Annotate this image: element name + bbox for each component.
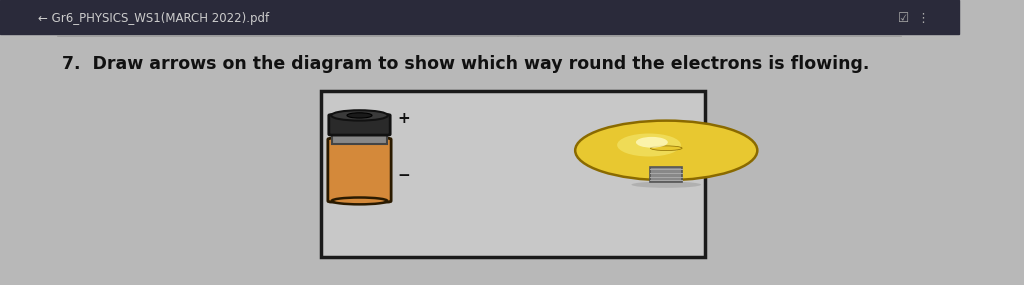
Bar bbox=[652, 148, 681, 167]
Ellipse shape bbox=[650, 146, 682, 150]
Text: −: − bbox=[398, 168, 411, 183]
Bar bbox=[0, 0, 958, 34]
Bar bbox=[650, 167, 682, 182]
Bar bbox=[332, 134, 387, 144]
Ellipse shape bbox=[331, 110, 388, 121]
Text: ☑  ⋮: ☑ ⋮ bbox=[898, 12, 930, 25]
Ellipse shape bbox=[636, 137, 668, 148]
FancyBboxPatch shape bbox=[328, 138, 391, 202]
Text: 7.  Draw arrows on the diagram to show which way round the electrons is flowing.: 7. Draw arrows on the diagram to show wh… bbox=[62, 55, 869, 73]
Ellipse shape bbox=[617, 133, 681, 156]
FancyBboxPatch shape bbox=[329, 115, 390, 135]
Bar bbox=[322, 91, 705, 256]
Ellipse shape bbox=[332, 198, 387, 204]
Ellipse shape bbox=[347, 113, 372, 118]
Ellipse shape bbox=[575, 121, 758, 180]
Text: +: + bbox=[398, 111, 411, 126]
Ellipse shape bbox=[632, 182, 701, 188]
Text: ← Gr6_PHYSICS_WS1(MARCH 2022).pdf: ← Gr6_PHYSICS_WS1(MARCH 2022).pdf bbox=[38, 12, 269, 25]
